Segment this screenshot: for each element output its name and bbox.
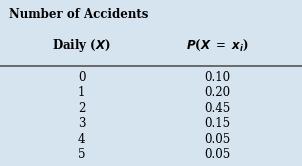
Text: 0: 0	[78, 71, 85, 84]
Text: 2: 2	[78, 102, 85, 115]
Text: Number of Accidents: Number of Accidents	[9, 8, 149, 21]
Text: 4: 4	[78, 133, 85, 146]
Text: 3: 3	[78, 118, 85, 130]
Text: Daily ($\bfit{X}$): Daily ($\bfit{X}$)	[52, 37, 111, 54]
Text: 0.10: 0.10	[204, 71, 230, 84]
Text: 5: 5	[78, 148, 85, 161]
Text: 0.45: 0.45	[204, 102, 230, 115]
Text: 0.15: 0.15	[204, 118, 230, 130]
Text: 0.20: 0.20	[204, 86, 230, 99]
Text: $\bfit{P}$($\bfit{X}$ $=$ $\bfit{x_i}$): $\bfit{P}$($\bfit{X}$ $=$ $\bfit{x_i}$)	[186, 37, 249, 53]
Text: 0.05: 0.05	[204, 133, 230, 146]
Text: 1: 1	[78, 86, 85, 99]
Text: 0.05: 0.05	[204, 148, 230, 161]
